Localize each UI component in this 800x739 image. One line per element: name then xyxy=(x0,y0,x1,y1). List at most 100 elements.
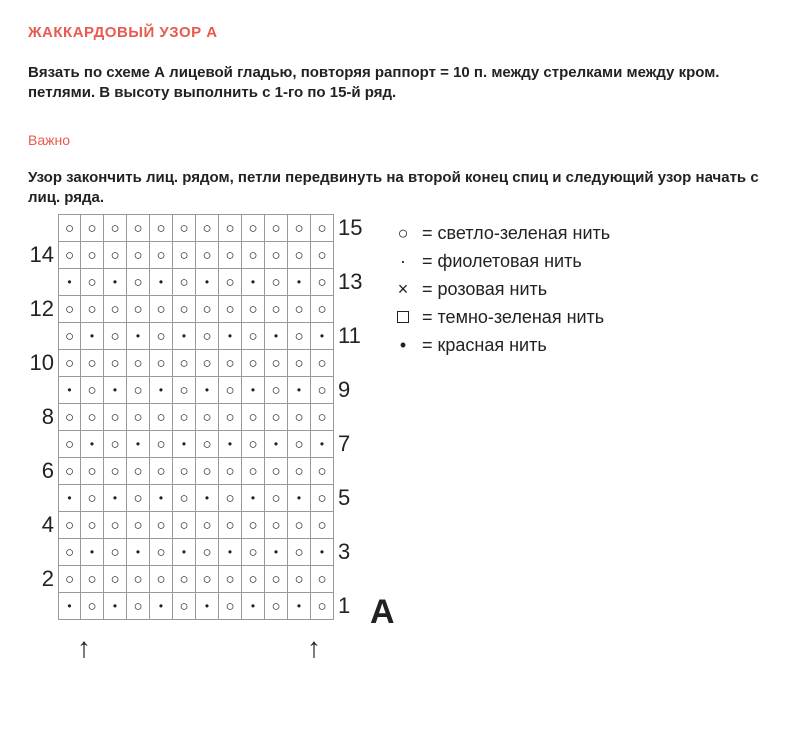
chart-cell xyxy=(288,512,311,538)
chart-cell xyxy=(173,404,196,430)
chart-row: 3 xyxy=(28,538,364,565)
chart-cell xyxy=(150,350,173,376)
chart-cell xyxy=(196,539,219,565)
chart-cell xyxy=(127,458,150,484)
chart-cell xyxy=(81,566,104,592)
chart-cell xyxy=(58,215,81,241)
chart-cell xyxy=(242,377,265,403)
chart-cell xyxy=(104,269,127,295)
chart-cell xyxy=(127,377,150,403)
chart-and-legend: 151413121110987654321A↑↑ ○= светло-зелен… xyxy=(28,214,772,668)
chart-cell xyxy=(265,242,288,268)
chart-cell xyxy=(196,377,219,403)
chart-row-cells xyxy=(58,349,334,376)
chart-cell xyxy=(265,350,288,376)
chart-cell xyxy=(219,296,242,322)
chart-row: 1 xyxy=(28,592,364,620)
chart-cell xyxy=(58,296,81,322)
chart-cell xyxy=(81,350,104,376)
chart-row: 2 xyxy=(28,565,364,592)
chart-cell xyxy=(104,458,127,484)
chart-cell xyxy=(173,512,196,538)
chart-cell xyxy=(288,296,311,322)
chart-row: 15 xyxy=(28,214,364,241)
chart-cell xyxy=(173,566,196,592)
chart-cell xyxy=(196,485,219,511)
chart-cell xyxy=(150,404,173,430)
legend-text: = красная нить xyxy=(422,332,547,360)
chart-row-cells xyxy=(58,376,334,403)
chart-cell xyxy=(173,593,196,619)
chart-cell xyxy=(81,377,104,403)
chart-cell xyxy=(58,593,81,619)
chart-label-a: A xyxy=(370,593,395,632)
chart-cell xyxy=(265,485,288,511)
chart-cell xyxy=(58,350,81,376)
chart-cell xyxy=(219,485,242,511)
chart-row-cells xyxy=(58,457,334,484)
chart-cell xyxy=(242,512,265,538)
chart-cell xyxy=(104,350,127,376)
chart-cell xyxy=(104,431,127,457)
chart-cell xyxy=(265,593,288,619)
chart-cell xyxy=(219,215,242,241)
chart-cell xyxy=(242,593,265,619)
legend-symbol-x: × xyxy=(392,276,414,304)
chart-cell xyxy=(311,269,334,295)
chart-row-cells xyxy=(58,268,334,295)
para2-bold: второй конец спиц xyxy=(408,169,548,186)
chart-cell xyxy=(81,539,104,565)
chart-cell xyxy=(196,431,219,457)
chart-cell xyxy=(58,539,81,565)
chart-cell xyxy=(288,323,311,349)
row-number-right: 13 xyxy=(334,269,364,295)
chart-cell xyxy=(288,539,311,565)
chart-cell xyxy=(242,485,265,511)
chart-cell xyxy=(288,350,311,376)
chart-cell xyxy=(265,512,288,538)
chart-cell xyxy=(173,269,196,295)
chart-cell xyxy=(127,269,150,295)
chart-cell xyxy=(311,350,334,376)
chart-cell xyxy=(265,215,288,241)
chart-row: 7 xyxy=(28,430,364,457)
chart-cell xyxy=(288,566,311,592)
chart-cell xyxy=(58,566,81,592)
chart-cell xyxy=(288,269,311,295)
row-number-right: 1 xyxy=(334,593,364,619)
row-number-left: 10 xyxy=(28,350,58,376)
chart-cell xyxy=(81,512,104,538)
chart-cell xyxy=(288,593,311,619)
chart-cell xyxy=(150,593,173,619)
row-number-right: 15 xyxy=(334,215,364,241)
chart-cell xyxy=(104,512,127,538)
chart-cell xyxy=(150,323,173,349)
chart-cell xyxy=(127,350,150,376)
chart-cell xyxy=(81,269,104,295)
chart-cell xyxy=(196,566,219,592)
chart-cell xyxy=(58,404,81,430)
chart-cell xyxy=(81,323,104,349)
chart-cell xyxy=(265,539,288,565)
chart-cell xyxy=(150,377,173,403)
chart-cell xyxy=(219,350,242,376)
chart-cell xyxy=(81,485,104,511)
chart-cell xyxy=(219,566,242,592)
chart-cell xyxy=(311,215,334,241)
chart-row-cells xyxy=(58,214,334,241)
chart-cell xyxy=(311,512,334,538)
chart-cell xyxy=(311,458,334,484)
chart-cell xyxy=(127,404,150,430)
chart-row: 5 xyxy=(28,484,364,511)
chart-cell xyxy=(265,458,288,484)
chart-cell xyxy=(311,404,334,430)
chart-cell xyxy=(81,593,104,619)
chart-cell xyxy=(104,242,127,268)
chart-cell xyxy=(288,377,311,403)
chart-cell xyxy=(311,593,334,619)
chart-cell xyxy=(196,323,219,349)
chart-cell xyxy=(127,485,150,511)
legend-text: = светло-зеленая нить xyxy=(422,220,610,248)
chart-cell xyxy=(127,539,150,565)
chart-cell xyxy=(81,215,104,241)
